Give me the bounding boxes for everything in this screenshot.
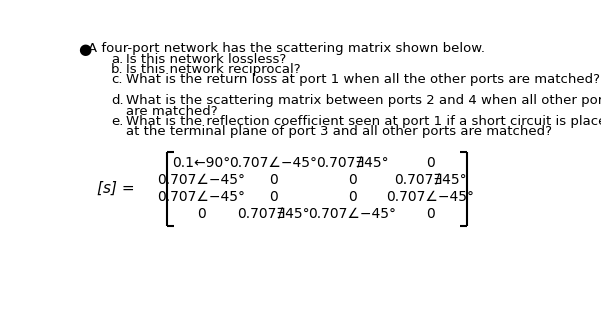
Text: a.: a.	[111, 53, 123, 66]
Text: 0: 0	[269, 173, 278, 187]
Text: 0.707∠−45°: 0.707∠−45°	[308, 207, 397, 221]
Text: 0.707∠−45°: 0.707∠−45°	[230, 156, 317, 170]
Text: 0.707∠−45°: 0.707∠−45°	[157, 190, 245, 204]
Text: 0.707∄45°: 0.707∄45°	[394, 173, 466, 187]
Text: d.: d.	[111, 94, 123, 107]
Text: What is the reflection coefficient seen at port 1 if a short circuit is placed: What is the reflection coefficient seen …	[126, 115, 601, 128]
Text: c.: c.	[111, 73, 122, 86]
Text: What is the return loss at port 1 when all the other ports are matched?: What is the return loss at port 1 when a…	[126, 73, 600, 86]
Text: 0: 0	[197, 207, 206, 221]
Text: 0.707∠−45°: 0.707∠−45°	[386, 190, 474, 204]
Text: 0: 0	[269, 190, 278, 204]
Text: A four-port network has the scattering matrix shown below.: A four-port network has the scattering m…	[88, 42, 485, 55]
Text: Is this network reciprocal?: Is this network reciprocal?	[126, 63, 300, 76]
Text: 0.1←90°: 0.1←90°	[172, 156, 231, 170]
Text: 0.707∠−45°: 0.707∠−45°	[157, 173, 245, 187]
Text: 0.707∄45°: 0.707∄45°	[237, 207, 310, 221]
Text: at the terminal plane of port 3 and all other ports are matched?: at the terminal plane of port 3 and all …	[126, 126, 552, 138]
Text: ●: ●	[78, 42, 91, 57]
Text: 0: 0	[348, 173, 357, 187]
Text: [s] =: [s] =	[97, 181, 135, 196]
Text: 0.707∄45°: 0.707∄45°	[316, 156, 389, 170]
Text: b.: b.	[111, 63, 123, 76]
Text: e.: e.	[111, 115, 123, 128]
Text: 0: 0	[426, 207, 435, 221]
Text: What is the scattering matrix between ports 2 and 4 when all other ports: What is the scattering matrix between po…	[126, 94, 601, 107]
Text: are matched?: are matched?	[126, 105, 217, 118]
Text: 0: 0	[348, 190, 357, 204]
Text: 0: 0	[426, 156, 435, 170]
Text: Is this network lossless?: Is this network lossless?	[126, 53, 285, 66]
